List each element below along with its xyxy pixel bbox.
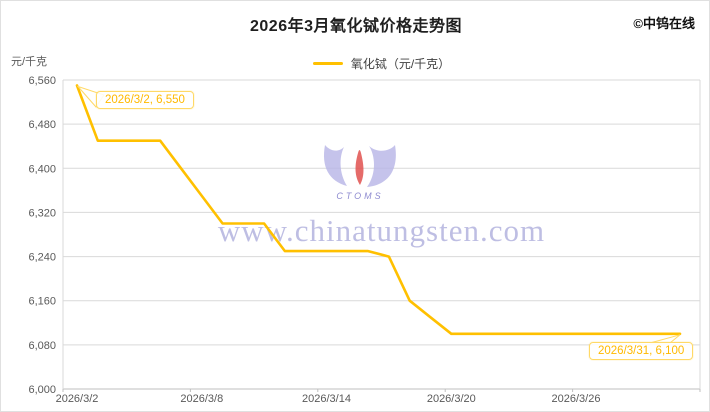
ctoms-logo-icon: CTOMS [323,145,396,201]
logo-left-swoosh [323,145,347,186]
y-axis-unit-label: 元/千克 [11,56,48,68]
y-tick-label: 6,560 [28,75,56,87]
x-tick-label: 2026/3/20 [427,393,476,405]
logo-flame [355,150,364,185]
y-tick-label: 6,400 [28,163,56,175]
logo-right-swoosh [367,145,396,187]
x-tick-label: 2026/3/8 [180,393,223,405]
legend-line-swatch [312,61,343,65]
annotation-first-point: 2026/3/2, 6,550 [96,91,194,109]
ctoms-logo: CTOMS [317,141,403,203]
y-tick-label: 6,160 [28,296,56,308]
x-tick-label: 2026/3/14 [302,393,351,405]
y-tick-label: 6,480 [28,119,56,131]
page-title: 2026年3月氧化铽价格走势图 [250,18,462,35]
x-tick-label: 2026/3/26 [552,393,601,405]
y-tick-label: 6,320 [28,207,56,219]
annotation-last-point: 2026/3/31, 6,100 [589,342,694,360]
copyright-label: ©中钨在线 [633,16,695,31]
legend: 氧化铽（元/千克） [63,55,700,71]
watermark-text: www.chinatungsten.com [217,213,546,248]
x-tick-label: 2026/3/2 [56,393,99,405]
y-tick-label: 6,080 [28,340,56,352]
price-line [75,84,682,336]
logo-caption: CTOMS [336,191,383,201]
y-tick-label: 6,000 [28,384,56,396]
legend-label: 氧化铽（元/千克） [350,56,451,71]
y-tick-label: 6,240 [28,252,56,264]
